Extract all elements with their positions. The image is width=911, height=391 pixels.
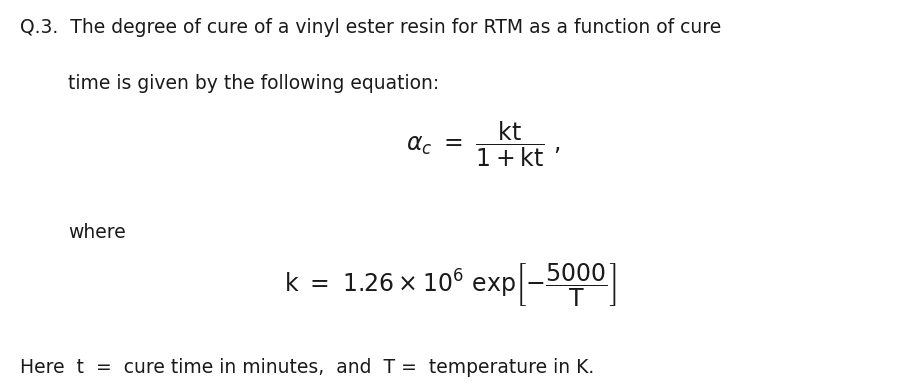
- Text: $\mathrm{k} \ = \ \mathrm{1.26 \times 10^6 \ exp}\left[-\dfrac{\mathrm{5000}}{\m: $\mathrm{k} \ = \ \mathrm{1.26 \times 10…: [284, 262, 618, 309]
- Text: $\alpha_c \ = \ \dfrac{\mathrm{kt}}{\mathrm{1+kt}}$ ,: $\alpha_c \ = \ \dfrac{\mathrm{kt}}{\mat…: [405, 120, 560, 169]
- Text: where: where: [68, 223, 126, 242]
- Text: Q.3.  The degree of cure of a vinyl ester resin for RTM as a function of cure: Q.3. The degree of cure of a vinyl ester…: [20, 18, 722, 37]
- Text: time is given by the following equation:: time is given by the following equation:: [20, 74, 439, 93]
- Text: Here  t  =  cure time in minutes,  and  T =  temperature in K.: Here t = cure time in minutes, and T = t…: [20, 358, 594, 377]
